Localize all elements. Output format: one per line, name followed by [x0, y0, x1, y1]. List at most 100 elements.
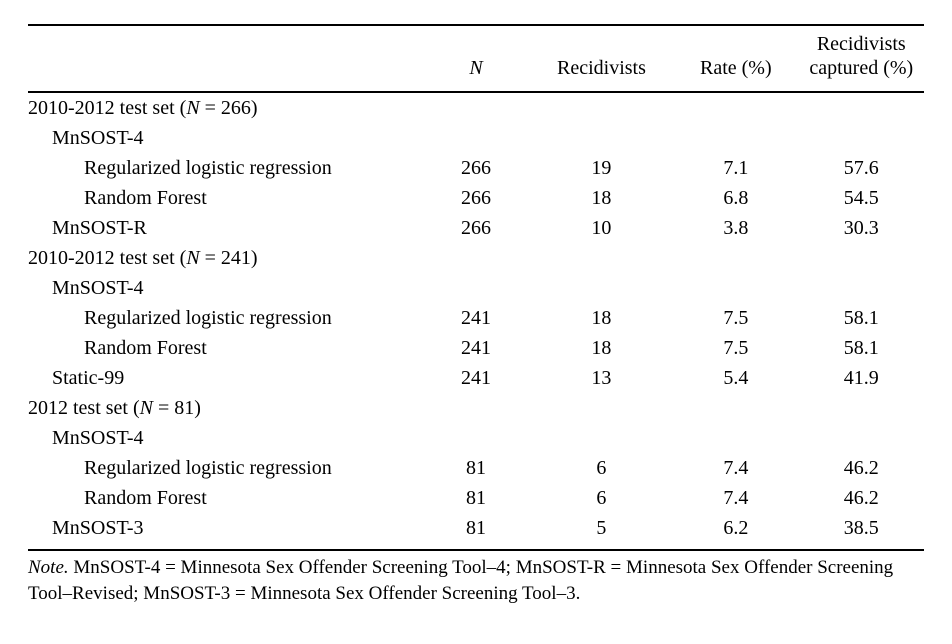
cell-n [422, 273, 530, 303]
table-row: Regularized logistic regression241187.55… [28, 303, 924, 333]
cell-rate [673, 393, 798, 423]
col-n: N [422, 25, 530, 92]
cell-captured: 38.5 [799, 513, 924, 550]
cell-recidivists: 6 [530, 453, 673, 483]
cell-n: 81 [422, 513, 530, 550]
cell-n: 266 [422, 183, 530, 213]
cell-captured: 46.2 [799, 483, 924, 513]
cell-rate: 5.4 [673, 363, 798, 393]
row-label: MnSOST-R [28, 213, 422, 243]
cell-n [422, 423, 530, 453]
cell-captured: 30.3 [799, 213, 924, 243]
cell-n: 241 [422, 303, 530, 333]
cell-n: 241 [422, 333, 530, 363]
cell-rate [673, 273, 798, 303]
cell-n [422, 243, 530, 273]
row-label: Random Forest [28, 333, 422, 363]
cell-recidivists: 5 [530, 513, 673, 550]
row-label: 2012 test set (N = 81) [28, 393, 422, 423]
table-row: 2012 test set (N = 81) [28, 393, 924, 423]
cell-recidivists [530, 423, 673, 453]
cell-n [422, 123, 530, 153]
cell-n [422, 92, 530, 123]
cell-rate: 7.5 [673, 333, 798, 363]
table-row: MnSOST-38156.238.5 [28, 513, 924, 550]
cell-captured [799, 393, 924, 423]
row-label: 2010-2012 test set (N = 266) [28, 92, 422, 123]
table-row: Random Forest266186.854.5 [28, 183, 924, 213]
row-label: Regularized logistic regression [28, 303, 422, 333]
cell-rate: 6.8 [673, 183, 798, 213]
cell-recidivists: 18 [530, 333, 673, 363]
table-body: 2010-2012 test set (N = 266)MnSOST-4Regu… [28, 92, 924, 550]
cell-captured [799, 92, 924, 123]
cell-recidivists [530, 393, 673, 423]
cell-captured [799, 123, 924, 153]
row-label: Static-99 [28, 363, 422, 393]
cell-n [422, 393, 530, 423]
cell-rate [673, 92, 798, 123]
cell-rate: 7.5 [673, 303, 798, 333]
col-label-blank [28, 25, 422, 92]
row-label: Random Forest [28, 483, 422, 513]
cell-captured: 58.1 [799, 303, 924, 333]
cell-rate: 7.1 [673, 153, 798, 183]
table-row: 2010-2012 test set (N = 241) [28, 243, 924, 273]
row-label: 2010-2012 test set (N = 241) [28, 243, 422, 273]
table-row: MnSOST-R266103.830.3 [28, 213, 924, 243]
table-row: Regularized logistic regression266197.15… [28, 153, 924, 183]
table-row: Regularized logistic regression8167.446.… [28, 453, 924, 483]
table-row: Static-99241135.441.9 [28, 363, 924, 393]
col-rate: Rate (%) [673, 25, 798, 92]
table-row: 2010-2012 test set (N = 266) [28, 92, 924, 123]
cell-recidivists: 10 [530, 213, 673, 243]
cell-captured: 57.6 [799, 153, 924, 183]
cell-recidivists: 6 [530, 483, 673, 513]
cell-recidivists: 13 [530, 363, 673, 393]
cell-n: 266 [422, 213, 530, 243]
row-label: Regularized logistic regression [28, 153, 422, 183]
row-label: Regularized logistic regression [28, 453, 422, 483]
cell-recidivists [530, 273, 673, 303]
cell-rate: 7.4 [673, 453, 798, 483]
cell-recidivists [530, 123, 673, 153]
cell-recidivists [530, 243, 673, 273]
cell-n: 81 [422, 453, 530, 483]
cell-captured: 54.5 [799, 183, 924, 213]
cell-captured [799, 243, 924, 273]
cell-captured: 41.9 [799, 363, 924, 393]
cell-rate: 7.4 [673, 483, 798, 513]
cell-recidivists: 18 [530, 183, 673, 213]
cell-rate [673, 243, 798, 273]
row-label: MnSOST-4 [28, 273, 422, 303]
cell-rate [673, 123, 798, 153]
table-row: MnSOST-4 [28, 423, 924, 453]
col-recidivists: Recidivists [530, 25, 673, 92]
cell-recidivists: 18 [530, 303, 673, 333]
cell-rate: 3.8 [673, 213, 798, 243]
cell-recidivists: 19 [530, 153, 673, 183]
row-label: MnSOST-4 [28, 123, 422, 153]
cell-n: 81 [422, 483, 530, 513]
cell-n: 266 [422, 153, 530, 183]
table-row: MnSOST-4 [28, 123, 924, 153]
cell-rate [673, 423, 798, 453]
note-lead: Note. [28, 557, 69, 578]
row-label: MnSOST-4 [28, 423, 422, 453]
cell-captured: 58.1 [799, 333, 924, 363]
note-body: MnSOST-4 = Minnesota Sex Offender Screen… [28, 557, 893, 604]
cell-captured: 46.2 [799, 453, 924, 483]
col-captured: Recidivists captured (%) [799, 25, 924, 92]
row-label: MnSOST-3 [28, 513, 422, 550]
cell-captured [799, 423, 924, 453]
table-note: Note. MnSOST-4 = Minnesota Sex Offender … [28, 551, 924, 606]
cell-captured [799, 273, 924, 303]
cell-n: 241 [422, 363, 530, 393]
table-row: Random Forest241187.558.1 [28, 333, 924, 363]
table-row: Random Forest8167.446.2 [28, 483, 924, 513]
table-row: MnSOST-4 [28, 273, 924, 303]
recidivism-table: N Recidivists Rate (%) Recidivists captu… [28, 24, 924, 551]
row-label: Random Forest [28, 183, 422, 213]
cell-recidivists [530, 92, 673, 123]
cell-rate: 6.2 [673, 513, 798, 550]
